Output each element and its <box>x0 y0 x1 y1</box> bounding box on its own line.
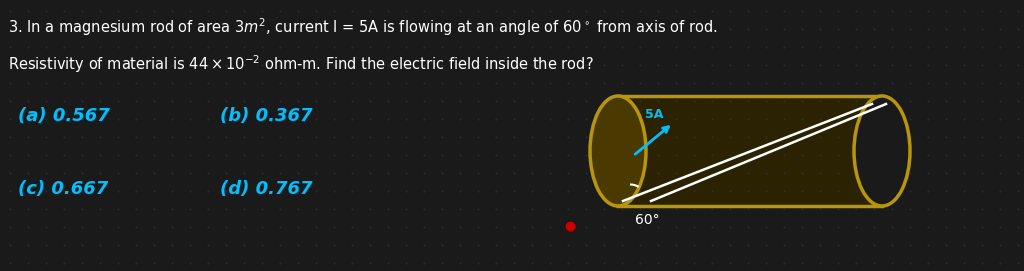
Text: (a) 0.567: (a) 0.567 <box>18 107 110 125</box>
Text: 60°: 60° <box>635 213 659 227</box>
Text: 3. In a magnesium rod of area $3m^2$, current I = 5A is flowing at an angle of $: 3. In a magnesium rod of area $3m^2$, cu… <box>8 16 718 38</box>
Polygon shape <box>618 96 882 206</box>
Text: 5A: 5A <box>645 108 664 121</box>
Text: Resistivity of material is $44 \times 10^{-2}$ ohm-m. Find the electric field in: Resistivity of material is $44 \times 10… <box>8 53 594 75</box>
Text: (d) 0.767: (d) 0.767 <box>220 180 312 198</box>
Ellipse shape <box>854 96 910 206</box>
Text: (b) 0.367: (b) 0.367 <box>220 107 312 125</box>
Text: (c) 0.667: (c) 0.667 <box>18 180 109 198</box>
Ellipse shape <box>590 96 646 206</box>
